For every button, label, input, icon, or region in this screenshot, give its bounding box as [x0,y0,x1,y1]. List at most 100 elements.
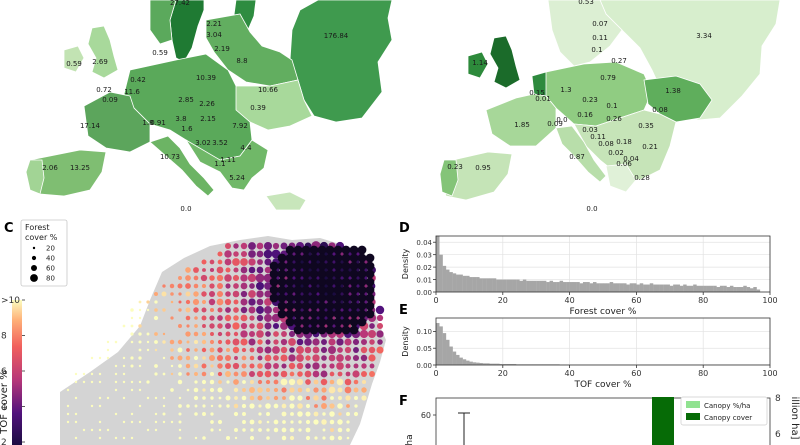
hist-bar [539,280,544,292]
map-c-dot [329,371,335,377]
map-c-dot [269,277,279,287]
hist-bar [589,283,594,292]
size-legend-dot [31,265,37,271]
hist-bar [442,265,447,292]
y-tick-label: 0.03 [416,251,432,259]
map-c-dot [297,371,303,377]
map-c-dot [130,332,134,336]
map-c-dot [241,403,247,409]
map-c-dot [210,396,214,400]
map-b-value-label: 0.18 [616,138,632,146]
map-c-dot [224,314,232,322]
map-c-dot [185,275,191,281]
map-c-dot [232,274,240,282]
map-c-dot [114,340,118,344]
map-c-dot [193,339,199,345]
map-c-dot [333,317,343,327]
map-c-dot [265,339,271,345]
map-c-dot [317,269,327,279]
map-c-dot [138,340,142,344]
hist-bar [696,285,701,292]
map-c-dot [293,269,303,279]
map-c-dot [234,428,238,432]
map-a-france [83,91,151,153]
map-c-dot [293,301,303,311]
hist-bar [459,274,463,292]
map-a-value-label: 2.06 [42,164,58,172]
map-c-dot [201,307,207,313]
map-c-dot [177,347,183,353]
map-value-labels: 27.42 2.21 176.84 3.04 0.59 2.69 0.59 2.19 8.8 0.… [42,0,712,213]
map-c-dot [352,338,360,346]
map-c-dot [321,395,327,401]
map-c-dot [178,292,182,296]
map-c-dot [341,301,351,311]
map-c-dot [201,283,207,289]
map-c-dot [130,412,134,416]
map-c-dot [256,242,264,250]
map-c-dot [138,332,142,336]
map-c-dot [224,250,232,258]
hist-bar [509,279,513,292]
map-c-dot [225,395,231,401]
map-c-dot [178,412,182,416]
map-c-dot [317,301,327,311]
map-c-dot [353,347,359,353]
map-c-dot [337,435,343,441]
map-c-dot [330,428,334,432]
map-c-dot [281,435,287,441]
size-legend-title-line1: Forest [25,223,50,232]
map-b-value-label: 1.14 [472,59,488,67]
map-c-dot [336,338,344,346]
map-c-dot [325,245,335,255]
hist-bar [656,284,660,293]
map-c-dot [301,277,311,287]
map-c-dot [216,354,224,362]
map-c-dot [130,324,134,328]
map-c-dot [354,396,358,400]
hist-bar [506,363,510,366]
map-c-dot [277,277,287,287]
map-c-dot [280,378,288,386]
map-c-dot [346,428,350,432]
hist-bar [703,285,707,292]
size-legend-title-line2: cover % [25,233,58,242]
map-b-value-label: 0.09 [547,120,563,128]
map-c-dot [317,317,327,327]
map-c-dot [194,436,198,440]
map-a-sweden [169,0,205,63]
map-c-dot [336,354,344,362]
map-c-dot [317,285,327,295]
map-c-dot [216,266,224,274]
map-c-dot [240,322,248,330]
map-c-dot [217,331,223,337]
map-c-dot [178,276,182,280]
map-c-dot [288,330,296,338]
map-c-dot [162,404,166,408]
map-c-dot [233,299,239,305]
map-a-value-label: 0.0 [180,205,191,213]
map-c-dot [154,340,158,344]
map-c-dot [273,387,279,393]
hist-bar [492,363,497,365]
map-c-dot [240,258,248,266]
map-c-dot [258,420,262,424]
map-c-dot [376,330,384,338]
map-c-dot [233,371,239,377]
map-c-dot [208,290,216,298]
map-c-dot [285,317,295,327]
map-a-russia [289,0,393,123]
map-a-value-label: 2.21 [206,20,222,28]
colorbar-tick-label: 8 [1,332,7,342]
map-c-dot [269,261,279,271]
map-c-dot [225,323,231,329]
plot-frame [435,235,771,293]
map-c-dot [138,324,142,328]
map-c-dot [296,346,304,354]
map-b-value-label: 0.06 [616,160,632,168]
map-b-value-label: 0.87 [569,153,585,161]
y-tick-label: 0.01 [416,276,432,284]
map-c-dot [225,291,231,297]
map-c-dot [325,277,335,287]
map-c-dot [341,245,351,255]
